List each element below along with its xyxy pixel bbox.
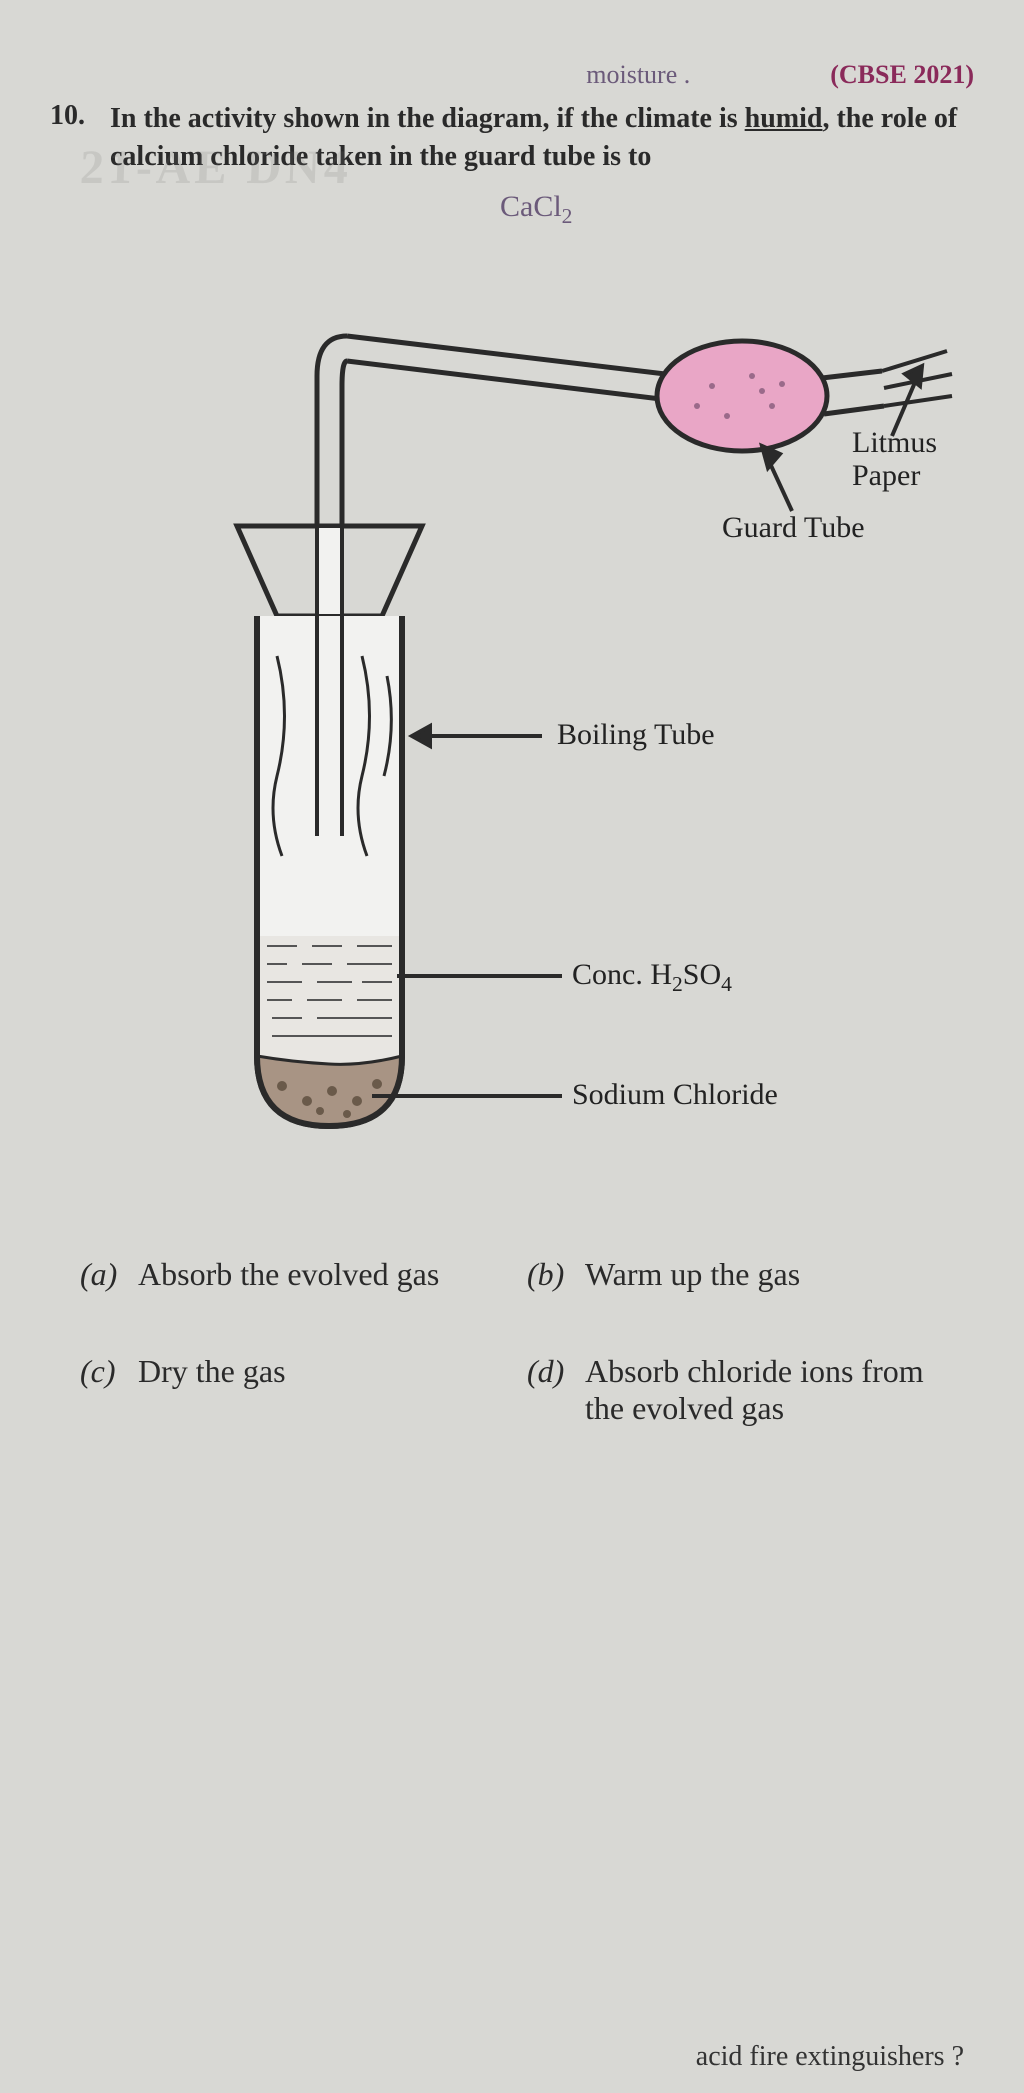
- h2so4-sub1: 2: [672, 972, 683, 996]
- label-guard-tube: Guard Tube: [722, 511, 865, 545]
- option-c-text: Dry the gas: [138, 1353, 286, 1427]
- question-text-part1: In the activity shown in the diagram, if…: [110, 103, 745, 134]
- option-a: (a) Absorb the evolved gas: [80, 1256, 439, 1293]
- option-b-label: (b): [527, 1256, 575, 1293]
- handwritten-cacl2: CaCl2: [500, 190, 572, 229]
- cacl2-base: CaCl: [500, 190, 562, 223]
- litmus-l2: Paper: [852, 459, 937, 492]
- label-conc-h2so4: Conc. H2SO4: [572, 958, 732, 997]
- question-text-underlined: humid: [745, 103, 823, 134]
- handwritten-moisture: moisture .: [586, 60, 690, 90]
- footer-fragment: acid fire extinguishers ?: [696, 2041, 964, 2073]
- label-boiling-tube: Boiling Tube: [557, 718, 715, 752]
- diagram: Litmus Paper Guard Tube Boiling Tube Con…: [62, 296, 962, 1196]
- ghost-watermark: 21-AE DN4: [79, 140, 353, 195]
- option-d-label: (d): [527, 1353, 575, 1427]
- h2so4-prefix: Conc. H: [572, 958, 672, 991]
- h2so4-mid: SO: [683, 958, 721, 991]
- option-a-label: (a): [80, 1256, 128, 1293]
- page-root: 21-AE DN4 moisture . (CBSE 2021) 10. In …: [0, 0, 1024, 2093]
- h2so4-sub2: 4: [721, 972, 732, 996]
- options-grid: (a) Absorb the evolved gas (b) Warm up t…: [50, 1256, 974, 1427]
- option-d: (d) Absorb chloride ions from the evolve…: [527, 1353, 944, 1427]
- exam-tag: (CBSE 2021): [830, 60, 974, 90]
- header-row: moisture . (CBSE 2021): [50, 60, 974, 90]
- option-b: (b) Warm up the gas: [527, 1256, 800, 1293]
- option-a-text: Absorb the evolved gas: [138, 1256, 439, 1293]
- label-sodium-chloride: Sodium Chloride: [572, 1078, 778, 1112]
- cacl2-sub: 2: [562, 204, 573, 228]
- option-d-text: Absorb chloride ions from the evolved ga…: [585, 1353, 944, 1427]
- option-c-label: (c): [80, 1353, 128, 1427]
- litmus-l1: Litmus: [852, 426, 937, 459]
- diagram-svg: [62, 296, 962, 1196]
- label-litmus-paper: Litmus Paper: [852, 426, 937, 492]
- option-b-text: Warm up the gas: [585, 1256, 800, 1293]
- option-c: (c) Dry the gas: [80, 1353, 286, 1427]
- question-number: 10.: [50, 100, 98, 132]
